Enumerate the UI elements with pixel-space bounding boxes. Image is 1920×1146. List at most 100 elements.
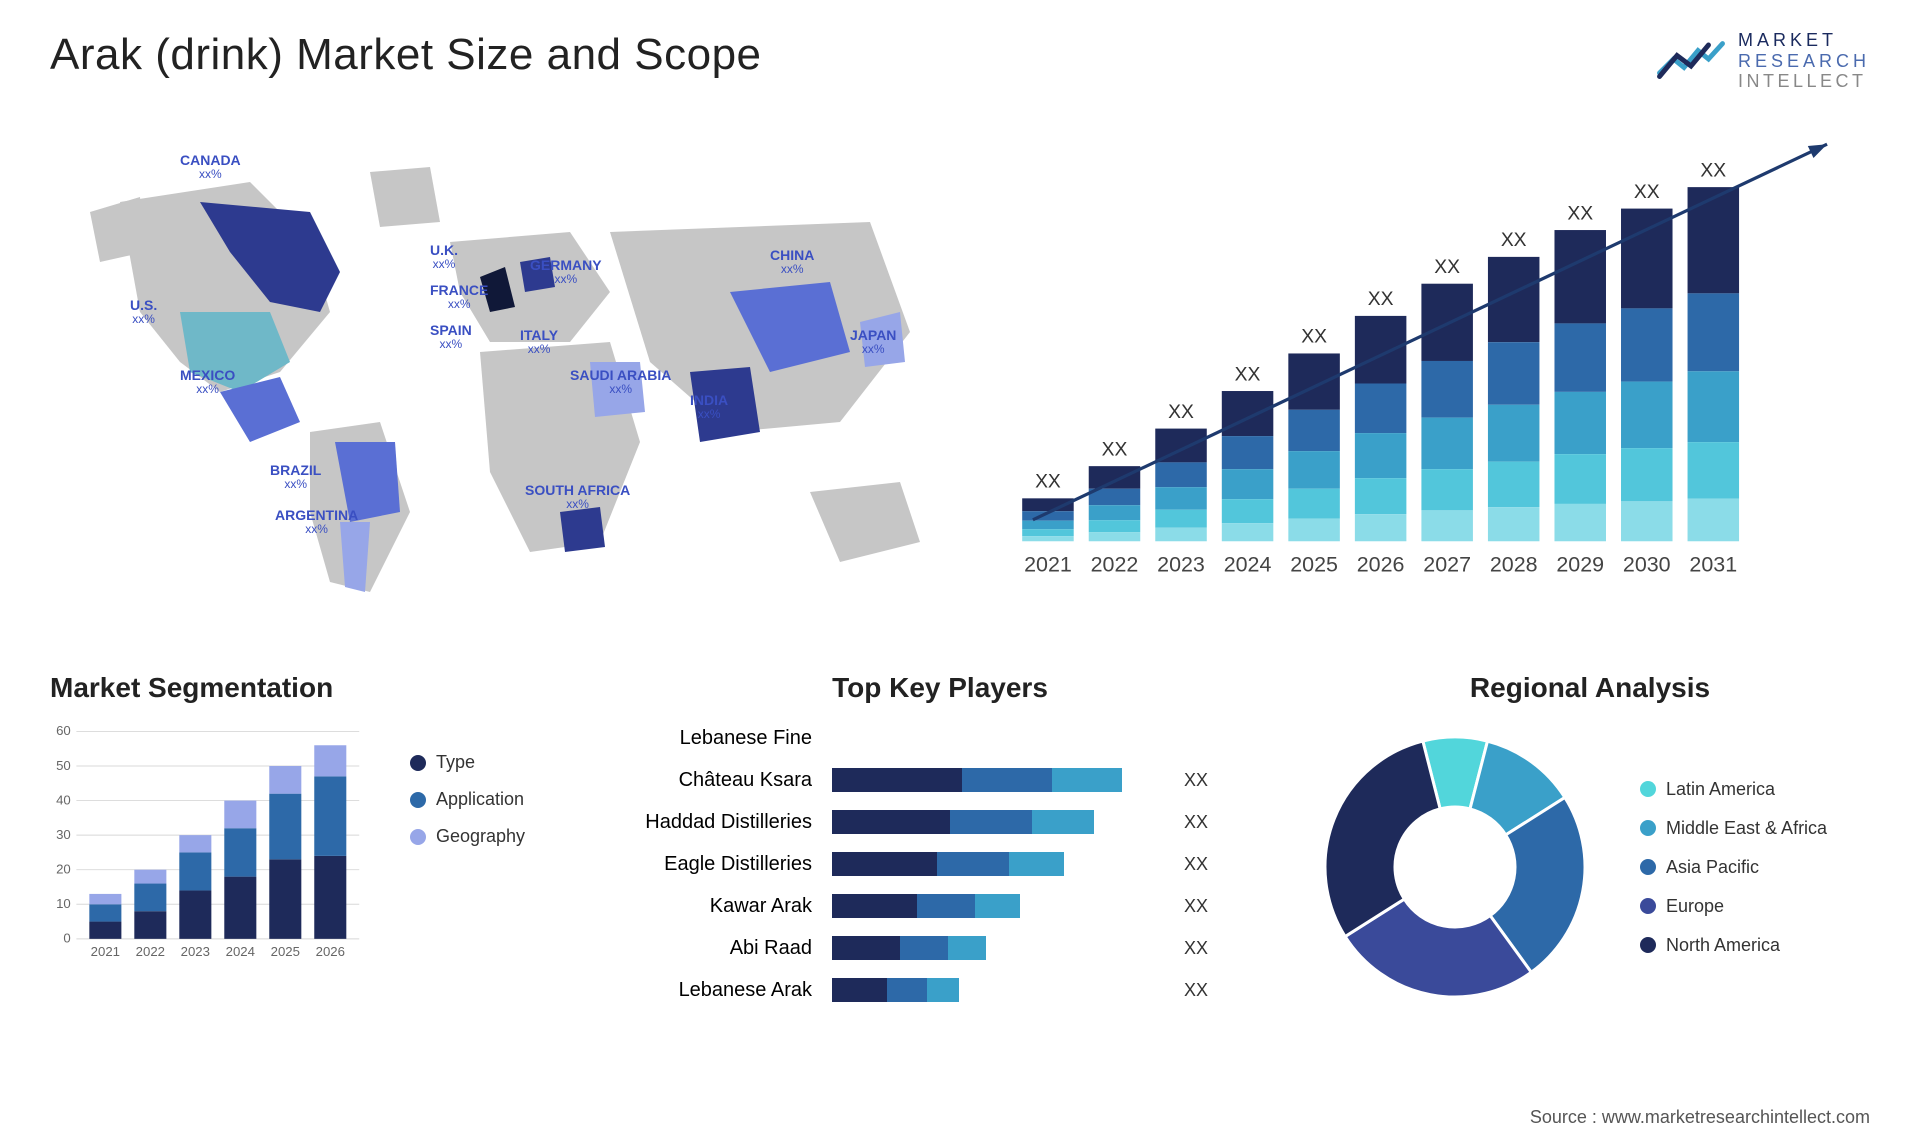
legend-item: North America <box>1640 935 1827 956</box>
map-label: SPAINxx% <box>430 322 472 352</box>
player-bar <box>832 936 1172 960</box>
map-label: MEXICOxx% <box>180 367 235 397</box>
player-name: Eagle Distilleries <box>620 853 820 876</box>
svg-text:0: 0 <box>63 931 70 946</box>
svg-text:2027: 2027 <box>1423 552 1471 576</box>
svg-text:2031: 2031 <box>1689 552 1737 576</box>
map-label: U.K.xx% <box>430 242 458 272</box>
player-value: XX <box>1184 812 1208 833</box>
legend-item: Asia Pacific <box>1640 857 1827 878</box>
svg-text:50: 50 <box>56 758 71 773</box>
player-bar <box>832 810 1172 834</box>
svg-text:40: 40 <box>56 792 71 807</box>
svg-text:XX: XX <box>1501 230 1527 251</box>
player-name: Kawar Arak <box>620 895 820 918</box>
logo-text-3: INTELLECT <box>1738 71 1870 92</box>
legend-item: Geography <box>410 826 525 847</box>
svg-text:30: 30 <box>56 827 71 842</box>
svg-text:60: 60 <box>56 723 71 738</box>
svg-text:2026: 2026 <box>316 944 345 959</box>
svg-text:2025: 2025 <box>271 944 300 959</box>
svg-text:XX: XX <box>1102 439 1128 460</box>
svg-text:2021: 2021 <box>91 944 120 959</box>
segmentation-title: Market Segmentation <box>50 672 570 704</box>
svg-text:XX: XX <box>1035 472 1061 493</box>
map-label: INDIAxx% <box>690 392 728 422</box>
source-attribution: Source : www.marketresearchintellect.com <box>1530 1107 1870 1128</box>
legend-item: Application <box>410 789 525 810</box>
player-name: Château Ksara <box>620 769 820 792</box>
player-bar <box>832 978 1172 1002</box>
segmentation-panel: Market Segmentation 0 10 20 30 40 50 60 2021 202… <box>50 672 570 982</box>
map-label: CANADAxx% <box>180 152 241 182</box>
map-label: CHINAxx% <box>770 247 814 277</box>
svg-text:2023: 2023 <box>1157 552 1205 576</box>
svg-text:XX: XX <box>1567 203 1593 224</box>
map-label: ITALYxx% <box>520 327 558 357</box>
map-label: SOUTH AFRICAxx% <box>525 482 630 512</box>
svg-text:XX: XX <box>1700 160 1726 181</box>
svg-text:20: 20 <box>56 862 71 877</box>
regional-title: Regional Analysis <box>1310 672 1870 704</box>
svg-text:2021: 2021 <box>1024 552 1072 576</box>
map-label: GERMANYxx% <box>530 257 602 287</box>
player-row: Lebanese Fine <box>620 722 1260 754</box>
brand-logo: MARKET RESEARCH INTELLECT <box>1656 30 1870 92</box>
legend-item: Europe <box>1640 896 1827 917</box>
player-value: XX <box>1184 980 1208 1001</box>
svg-text:10: 10 <box>56 896 71 911</box>
map-label: U.S.xx% <box>130 297 157 327</box>
svg-text:2030: 2030 <box>1623 552 1671 576</box>
svg-text:2024: 2024 <box>226 944 255 959</box>
map-label: SAUDI ARABIAxx% <box>570 367 671 397</box>
svg-text:2023: 2023 <box>181 944 210 959</box>
player-name: Lebanese Arak <box>620 979 820 1002</box>
player-value: XX <box>1184 770 1208 791</box>
page-title: Arak (drink) Market Size and Scope <box>50 30 762 80</box>
svg-text:2029: 2029 <box>1556 552 1604 576</box>
market-size-chart: XX 2021 XX 2022 XX 2023 XX 2024 XX 2025 XX 2026 XX 20… <box>990 112 1870 632</box>
logo-text-2: RESEARCH <box>1738 51 1870 72</box>
player-row: Abi Raad XX <box>620 932 1260 964</box>
map-label: ARGENTINAxx% <box>275 507 358 537</box>
player-value: XX <box>1184 938 1208 959</box>
logo-mark-icon <box>1656 34 1726 89</box>
player-name: Lebanese Fine <box>620 727 820 750</box>
map-label: BRAZILxx% <box>270 462 321 492</box>
player-name: Haddad Distilleries <box>620 811 820 834</box>
legend-item: Middle East & Africa <box>1640 818 1827 839</box>
svg-text:2025: 2025 <box>1290 552 1338 576</box>
player-row: Haddad Distilleries XX <box>620 806 1260 838</box>
player-row: Lebanese Arak XX <box>620 974 1260 1006</box>
svg-text:2026: 2026 <box>1357 552 1405 576</box>
player-bar <box>832 894 1172 918</box>
key-players-panel: Top Key Players Lebanese Fine Château Ksa… <box>620 672 1260 1006</box>
player-row: Kawar Arak XX <box>620 890 1260 922</box>
player-value: XX <box>1184 854 1208 875</box>
map-label: JAPANxx% <box>850 327 896 357</box>
svg-text:XX: XX <box>1434 257 1460 278</box>
world-map: CANADAxx% U.S.xx% MEXICOxx% BRAZILxx% ARGENT… <box>50 112 950 632</box>
player-row: Château Ksara XX <box>620 764 1260 796</box>
svg-text:2022: 2022 <box>136 944 165 959</box>
svg-text:XX: XX <box>1368 289 1394 310</box>
legend-item: Type <box>410 752 525 773</box>
players-title: Top Key Players <box>620 672 1260 704</box>
player-bar <box>832 768 1172 792</box>
svg-text:XX: XX <box>1168 402 1194 423</box>
player-name: Abi Raad <box>620 937 820 960</box>
svg-text:XX: XX <box>1301 327 1327 348</box>
player-value: XX <box>1184 896 1208 917</box>
svg-text:2024: 2024 <box>1224 552 1272 576</box>
svg-text:2028: 2028 <box>1490 552 1538 576</box>
player-bar <box>832 726 1172 750</box>
svg-text:XX: XX <box>1235 364 1261 385</box>
logo-text-1: MARKET <box>1738 30 1870 51</box>
player-bar <box>832 852 1172 876</box>
player-row: Eagle Distilleries XX <box>620 848 1260 880</box>
legend-item: Latin America <box>1640 779 1827 800</box>
svg-text:XX: XX <box>1634 182 1660 203</box>
svg-text:2022: 2022 <box>1091 552 1139 576</box>
regional-panel: Regional Analysis Latin America Middle Ea… <box>1310 672 1870 1012</box>
map-label: FRANCExx% <box>430 282 488 312</box>
